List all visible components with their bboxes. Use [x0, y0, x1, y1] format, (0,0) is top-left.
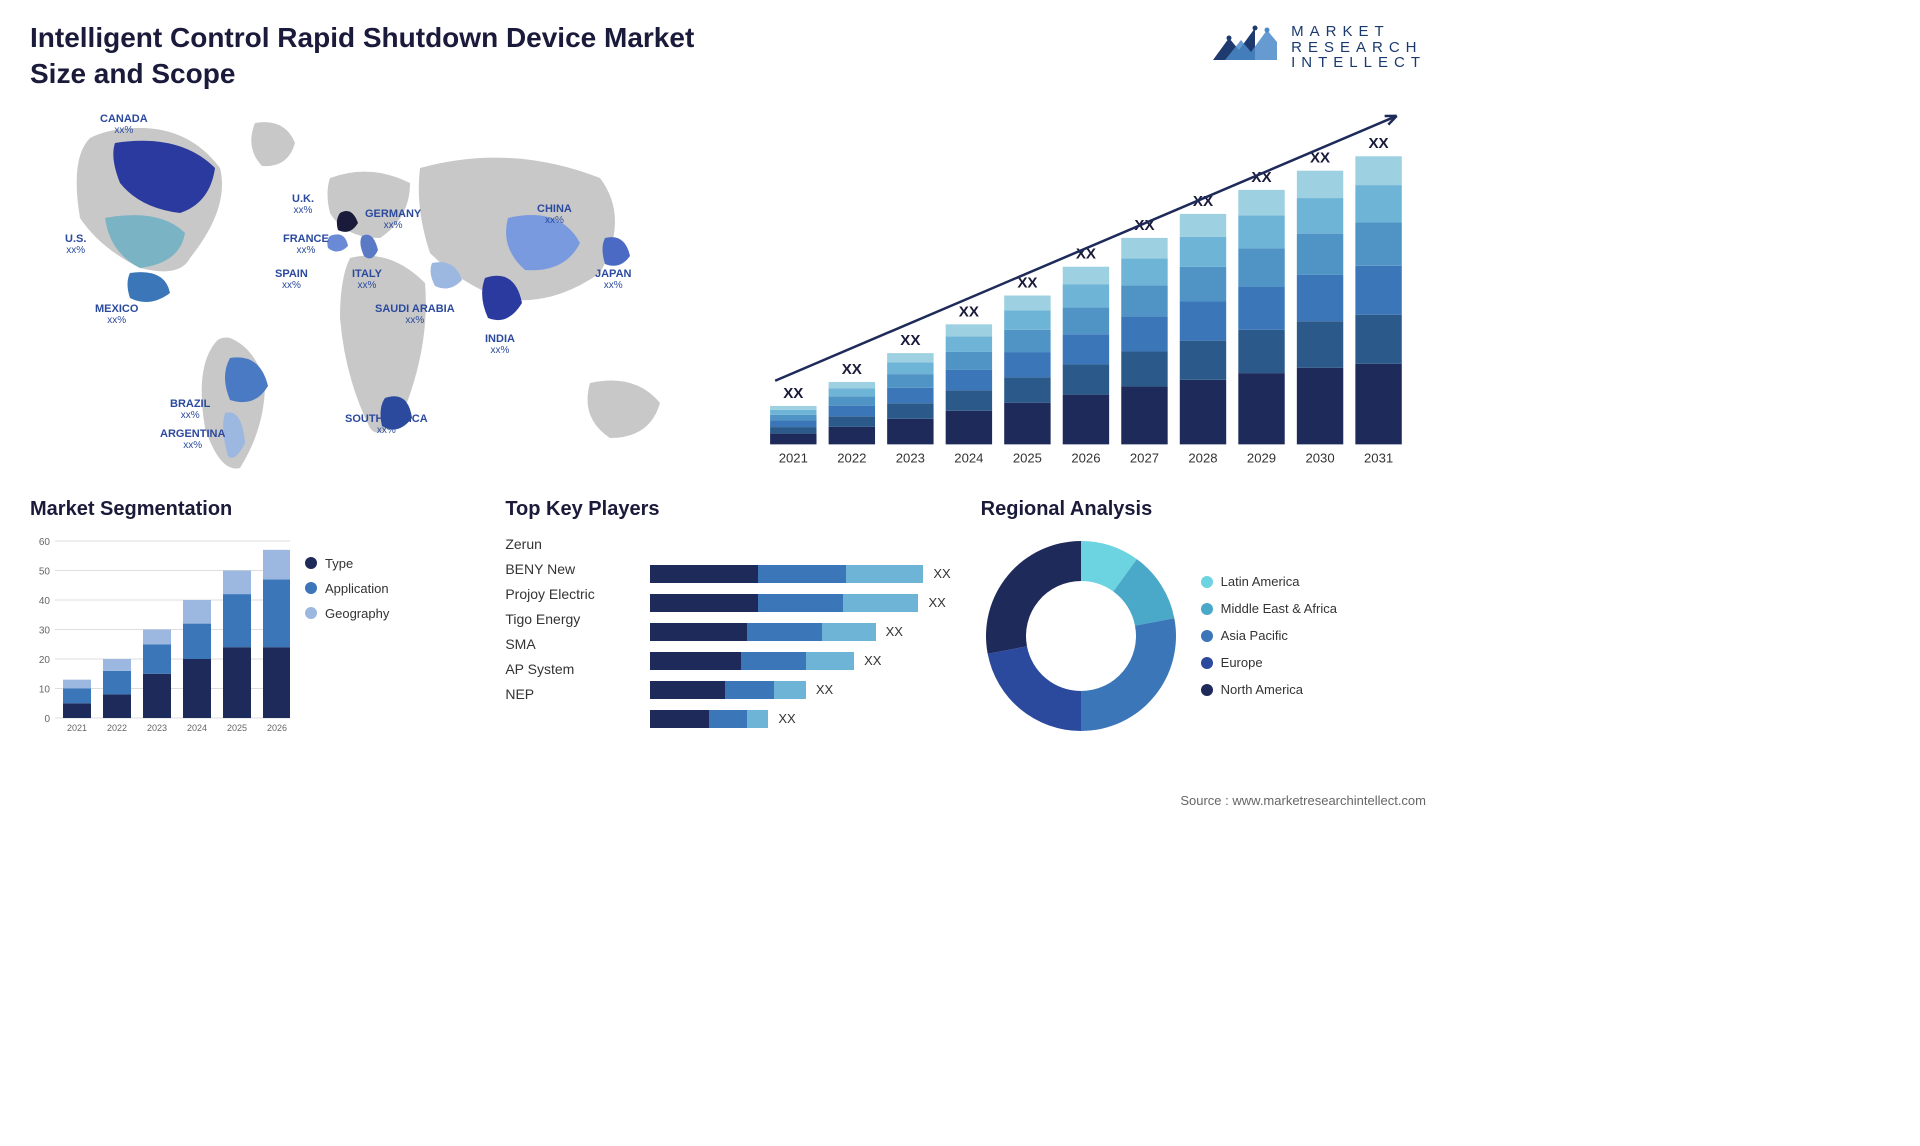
legend-item: Latin America — [1201, 574, 1337, 589]
svg-text:XX: XX — [959, 303, 979, 320]
segmentation-legend: Type Application Geography — [305, 556, 389, 736]
regional-title: Regional Analysis — [981, 498, 1426, 521]
svg-text:2024: 2024 — [187, 723, 207, 733]
map-label: INDIAxx% — [485, 333, 515, 356]
svg-text:60: 60 — [39, 537, 51, 548]
source-attribution: Source : www.marketresearchintellect.com — [1180, 793, 1426, 808]
logo-icon — [1211, 20, 1281, 75]
page-title: Intelligent Control Rapid Shutdown Devic… — [30, 20, 730, 93]
player-bar-row: XX — [650, 651, 950, 671]
logo-text-1: MARKET — [1291, 24, 1426, 40]
forecast-chart: XX2021XX2022XX2023XX2024XX2025XX2026XX20… — [760, 108, 1426, 478]
map-label: SPAINxx% — [275, 268, 308, 291]
regional-legend: Latin America Middle East & Africa Asia Pa… — [1201, 574, 1337, 697]
legend-item: Europe — [1201, 655, 1337, 670]
svg-text:2023: 2023 — [147, 723, 167, 733]
svg-text:10: 10 — [39, 684, 51, 695]
segmentation-chart: 0 10 20 30 40 50 60 2021 2022 2023 2024 2025 2026 — [30, 536, 290, 736]
map-label: SAUDI ARABIAxx% — [375, 303, 455, 326]
segmentation-panel: Market Segmentation 0 10 20 30 40 50 60 2021 202… — [30, 498, 475, 806]
legend-item: Geography — [305, 606, 389, 621]
map-label: MEXICOxx% — [95, 303, 138, 326]
svg-text:0: 0 — [44, 714, 50, 725]
map-label: FRANCExx% — [283, 233, 329, 256]
player-name: Zerun — [505, 536, 635, 552]
legend-item: North America — [1201, 682, 1337, 697]
map-label: U.S.xx% — [65, 233, 86, 256]
svg-text:2027: 2027 — [1130, 450, 1159, 465]
player-name: SMA — [505, 636, 635, 652]
map-label: ARGENTINAxx% — [160, 428, 225, 451]
svg-text:XX: XX — [1368, 135, 1388, 152]
svg-text:2025: 2025 — [227, 723, 247, 733]
player-bar-row: XX — [650, 622, 950, 642]
svg-text:XX: XX — [842, 361, 862, 378]
map-label: JAPANxx% — [595, 268, 631, 291]
players-panel: Top Key Players Zerun BENY New Projoy Elec… — [505, 498, 950, 806]
svg-text:2026: 2026 — [267, 723, 287, 733]
svg-text:2022: 2022 — [837, 450, 866, 465]
players-names: Zerun BENY New Projoy Electric Tigo Energy S… — [505, 536, 635, 729]
logo-text-2: RESEARCH — [1291, 40, 1426, 56]
map-label: SOUTH AFRICAxx% — [345, 413, 428, 436]
svg-text:2028: 2028 — [1188, 450, 1217, 465]
svg-text:2030: 2030 — [1305, 450, 1334, 465]
svg-text:2026: 2026 — [1071, 450, 1100, 465]
svg-text:2022: 2022 — [107, 723, 127, 733]
players-bars: XX XX XX XX XX XX — [650, 536, 950, 729]
svg-text:XX: XX — [783, 385, 803, 402]
svg-text:XX: XX — [900, 332, 920, 349]
svg-text:2029: 2029 — [1247, 450, 1276, 465]
svg-text:30: 30 — [39, 625, 51, 636]
logo-text-3: INTELLECT — [1291, 55, 1426, 71]
world-map: CANADAxx% U.S.xx% MEXICOxx% BRAZILxx% ARGENT… — [30, 108, 730, 478]
brand-logo: MARKET RESEARCH INTELLECT — [1211, 20, 1426, 75]
svg-text:50: 50 — [39, 566, 51, 577]
svg-text:2021: 2021 — [779, 450, 808, 465]
player-name: Projoy Electric — [505, 586, 635, 602]
player-bar-row: XX — [650, 593, 950, 613]
segmentation-title: Market Segmentation — [30, 498, 475, 521]
svg-text:2023: 2023 — [896, 450, 925, 465]
player-bar-row: XX — [650, 564, 950, 584]
player-name: AP System — [505, 661, 635, 677]
map-label: U.K.xx% — [292, 193, 314, 216]
svg-text:20: 20 — [39, 655, 51, 666]
legend-item: Asia Pacific — [1201, 628, 1337, 643]
legend-item: Middle East & Africa — [1201, 601, 1337, 616]
map-label: CANADAxx% — [100, 113, 148, 136]
svg-text:2021: 2021 — [67, 723, 87, 733]
map-label: CHINAxx% — [537, 203, 572, 226]
player-name: NEP — [505, 686, 635, 702]
player-bar-row: XX — [650, 709, 950, 729]
svg-text:2031: 2031 — [1364, 450, 1393, 465]
regional-panel: Regional Analysis Latin America Middle Ea… — [981, 498, 1426, 806]
players-title: Top Key Players — [505, 498, 950, 521]
legend-item: Application — [305, 581, 389, 596]
map-label: GERMANYxx% — [365, 208, 421, 231]
svg-text:2024: 2024 — [954, 450, 983, 465]
player-name: BENY New — [505, 561, 635, 577]
legend-item: Type — [305, 556, 389, 571]
map-label: BRAZILxx% — [170, 398, 210, 421]
svg-text:40: 40 — [39, 596, 51, 607]
player-bar-row: XX — [650, 680, 950, 700]
svg-text:2025: 2025 — [1013, 450, 1042, 465]
player-name: Tigo Energy — [505, 611, 635, 627]
map-label: ITALYxx% — [352, 268, 382, 291]
regional-donut — [981, 536, 1181, 736]
